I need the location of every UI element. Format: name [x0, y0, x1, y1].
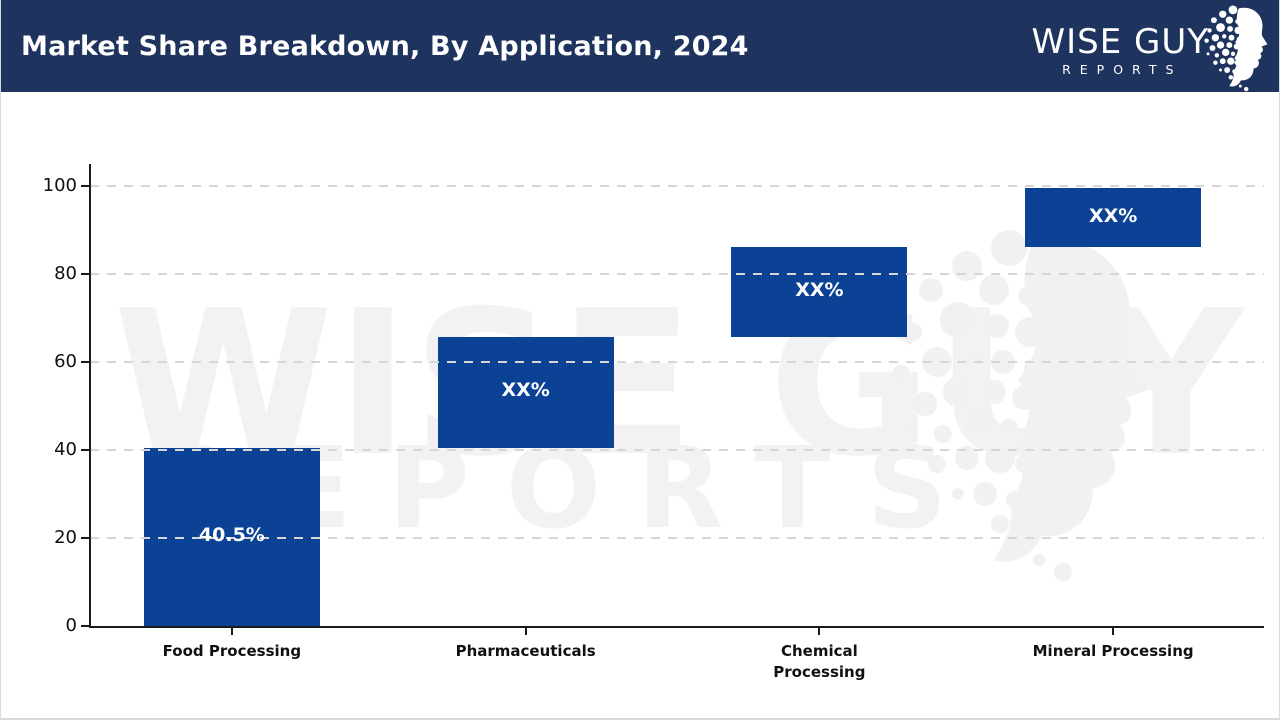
- brand-logo-text: WISE GUY REPORTS: [1031, 25, 1209, 77]
- bar-value-label: 40.5%: [198, 523, 265, 546]
- bar-value-label: XX%: [501, 379, 550, 402]
- x-axis-spine: [89, 626, 1264, 628]
- bar-value-label: XX%: [795, 279, 844, 302]
- x-tick-mark: [524, 628, 527, 635]
- y-tick-mark: [81, 361, 89, 363]
- y-tick-mark: [81, 625, 89, 627]
- gridline: [90, 273, 1264, 275]
- y-axis-spine: [89, 164, 91, 628]
- x-tick-mark: [1112, 628, 1115, 635]
- gridline: [90, 361, 1264, 363]
- y-tick-mark: [81, 449, 89, 451]
- waterfall-chart: WISE GUY REPORTS 0 20 40 60 80 100 40.5% Food P…: [1, 92, 1279, 718]
- waterfall-bar: [437, 336, 614, 448]
- waterfall-bar: [1025, 188, 1202, 248]
- y-tick-label: 60: [54, 351, 77, 372]
- y-tick-label: 80: [54, 263, 77, 284]
- y-tick-label: 0: [65, 615, 77, 636]
- y-tick-label: 40: [54, 439, 77, 460]
- dotted-head-logo-icon: [1195, 4, 1271, 92]
- page-title: Market Share Breakdown, By Application, …: [21, 30, 749, 62]
- x-tick-mark: [230, 628, 233, 635]
- brand-name: WISE GUY: [1031, 22, 1209, 62]
- waterfall-bar: [143, 447, 320, 626]
- bar-value-label: XX%: [1088, 204, 1138, 227]
- y-tick-mark: [81, 185, 89, 187]
- gridline: [90, 449, 1264, 451]
- y-tick-mark: [81, 273, 89, 275]
- y-tick-label: 20: [54, 527, 77, 548]
- x-axis-label: Chemical Processing: [773, 642, 866, 681]
- brand-logo: WISE GUY REPORTS: [1031, 4, 1271, 92]
- gridline: [90, 537, 1264, 539]
- x-axis-label: Food Processing: [162, 642, 302, 660]
- brand-subname: REPORTS: [1062, 62, 1183, 77]
- x-tick-mark: [818, 628, 821, 635]
- gridline: [90, 185, 1264, 187]
- header-bar: Market Share Breakdown, By Application, …: [1, 0, 1279, 92]
- waterfall-bar: [731, 247, 908, 337]
- y-tick-label: 100: [42, 175, 77, 196]
- y-tick-mark: [81, 537, 89, 539]
- x-axis-label: Mineral Processing: [1032, 642, 1194, 660]
- x-axis-label: Pharmaceuticals: [455, 642, 596, 660]
